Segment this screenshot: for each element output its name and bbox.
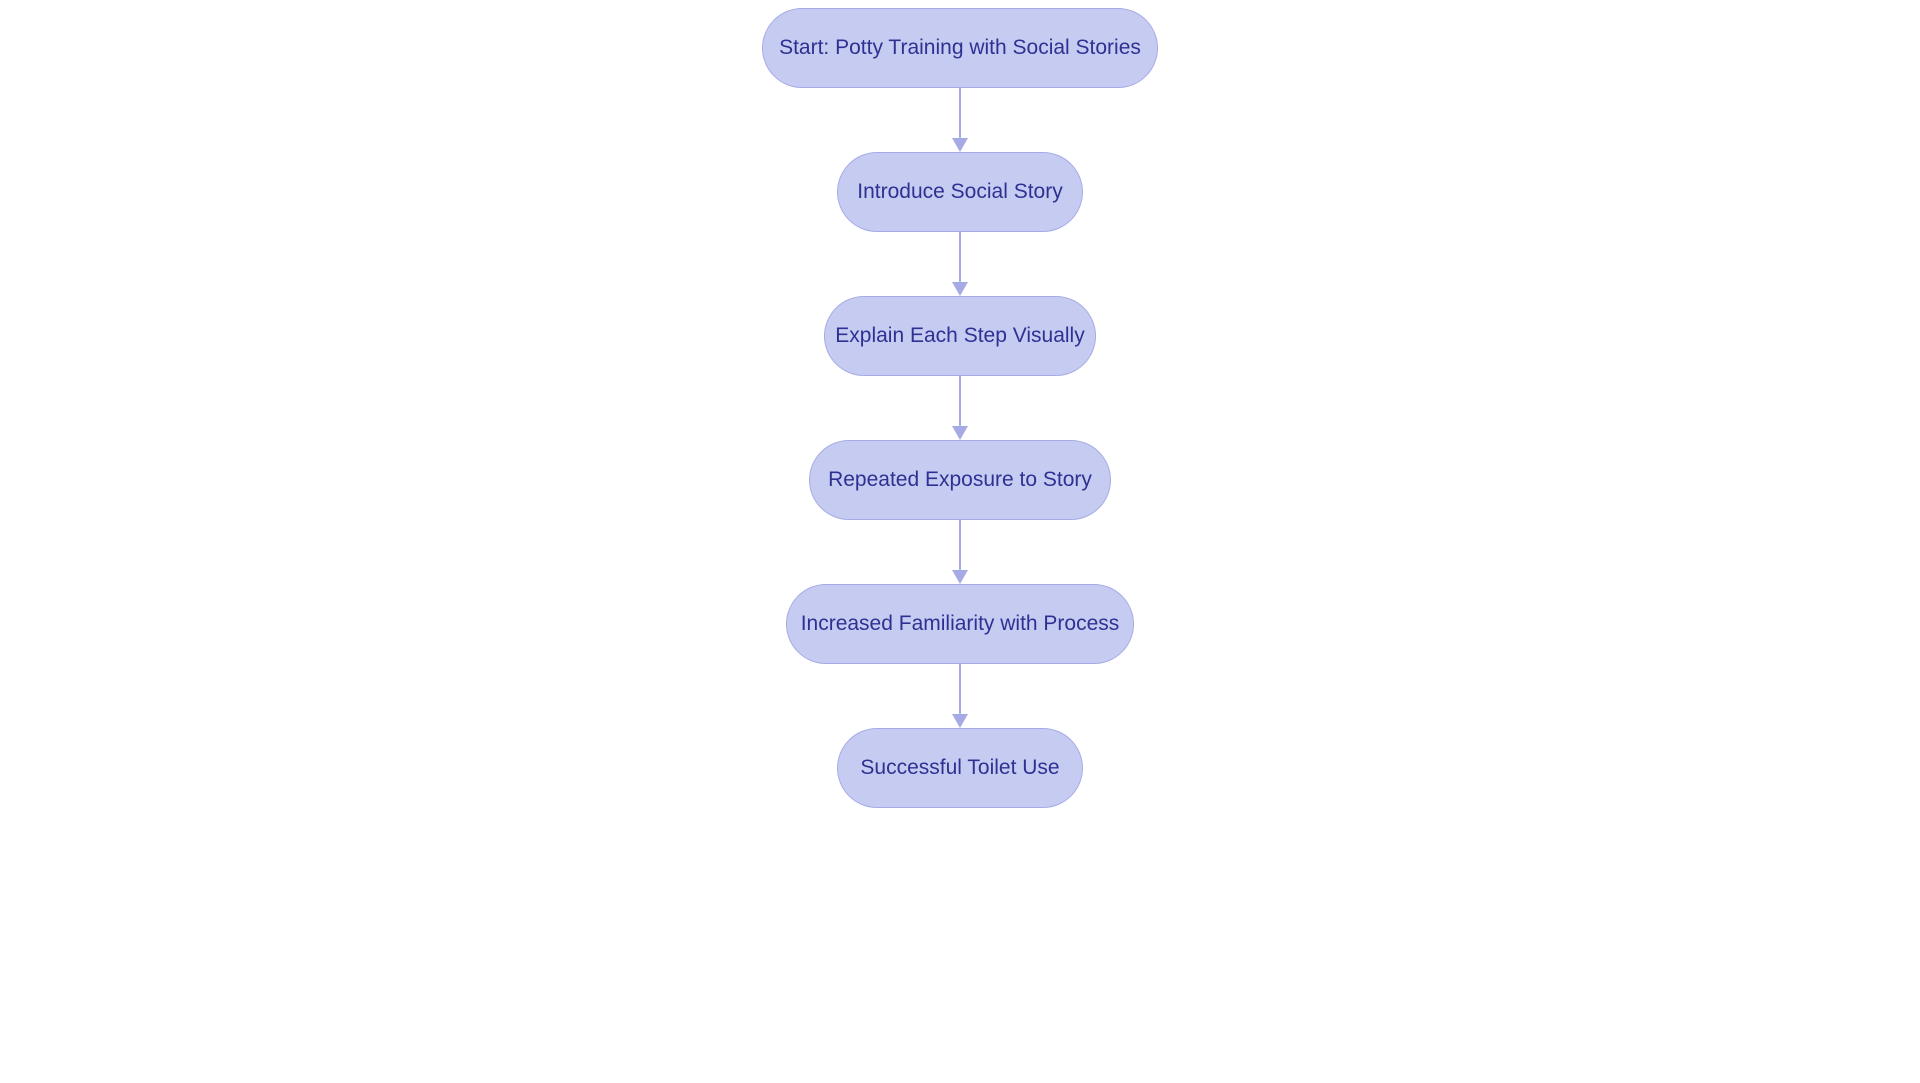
node-label: Increased Familiarity with Process	[801, 612, 1120, 636]
node-label: Introduce Social Story	[857, 180, 1062, 204]
flowchart-arrow	[952, 232, 968, 296]
flowchart-node-repeated: Repeated Exposure to Story	[809, 440, 1111, 520]
arrow-head-icon	[952, 282, 968, 296]
arrow-head-icon	[952, 714, 968, 728]
flowchart-arrow	[952, 520, 968, 584]
arrow-line	[959, 88, 961, 138]
flowchart-node-start: Start: Potty Training with Social Storie…	[762, 8, 1158, 88]
flowchart-node-familiarity: Increased Familiarity with Process	[786, 584, 1134, 664]
node-label: Successful Toilet Use	[860, 756, 1059, 780]
arrow-head-icon	[952, 426, 968, 440]
flowchart-arrow	[952, 664, 968, 728]
flowchart-node-success: Successful Toilet Use	[837, 728, 1083, 808]
flowchart-arrow	[952, 376, 968, 440]
node-label: Explain Each Step Visually	[835, 324, 1084, 348]
arrow-line	[959, 376, 961, 426]
node-label: Start: Potty Training with Social Storie…	[779, 36, 1141, 60]
flowchart-container: Start: Potty Training with Social Storie…	[762, 8, 1158, 808]
flowchart-node-introduce: Introduce Social Story	[837, 152, 1083, 232]
arrow-line	[959, 520, 961, 570]
flowchart-arrow	[952, 88, 968, 152]
node-label: Repeated Exposure to Story	[828, 468, 1092, 492]
arrow-head-icon	[952, 138, 968, 152]
arrow-line	[959, 664, 961, 714]
flowchart-node-explain: Explain Each Step Visually	[824, 296, 1096, 376]
arrow-head-icon	[952, 570, 968, 584]
arrow-line	[959, 232, 961, 282]
